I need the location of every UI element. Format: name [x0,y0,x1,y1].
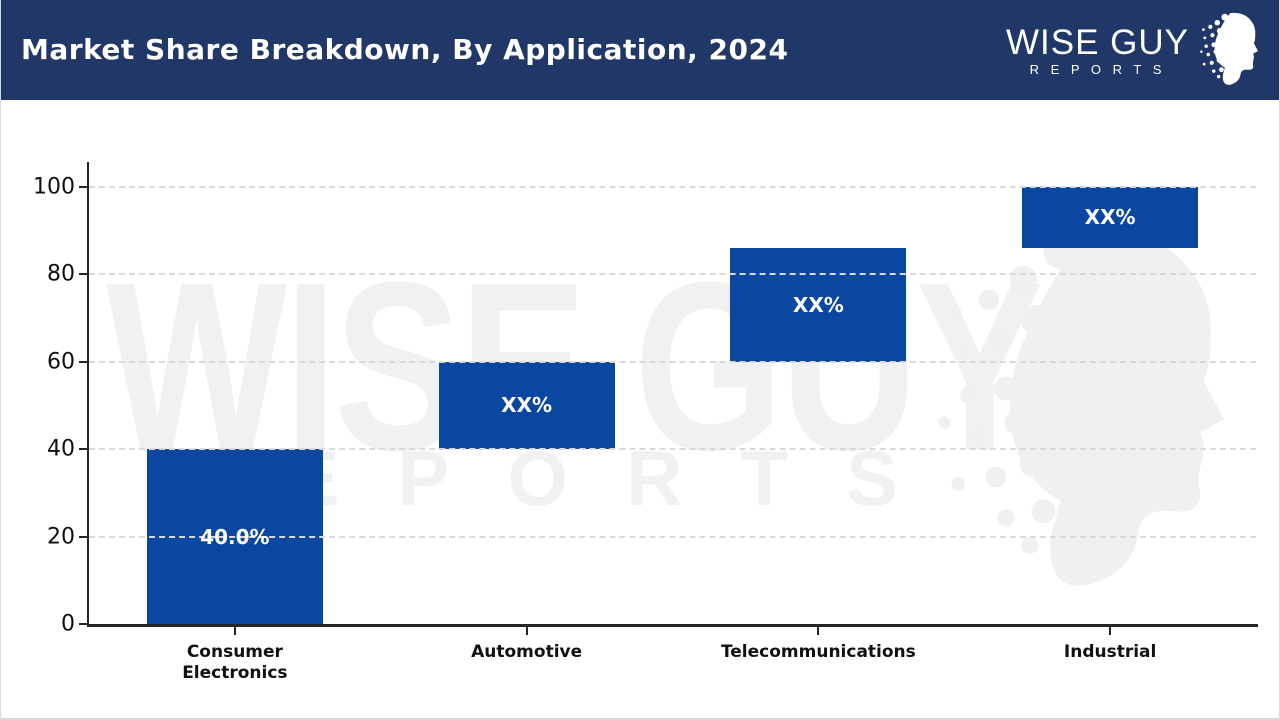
xtick-label-telecommunications: Telecommunications [720,642,916,662]
y-axis-spine [87,162,89,624]
logo-subtitle: R E P O R T S [1029,61,1166,77]
xtick-label-automotive: Automotive [471,642,583,662]
ytick-mark-60 [79,360,87,363]
ytick-mark-80 [79,273,87,275]
bar-label-industrial: XX% [1084,205,1136,230]
ytick-mark-100 [79,185,87,188]
ytick-mark-0 [79,623,87,625]
header: Market Share Breakdown, By Application, … [1,0,1279,100]
ytick-mark-40 [79,448,87,450]
xtick-mark-consumer-electronics [233,627,236,635]
ytick-mark-20 [79,535,87,538]
gridline-60 [89,360,1256,363]
watermark-face-icon [938,230,1225,586]
bar-label-consumer-electronics: 40.0% [200,524,270,549]
logo-name: WISE GUY [1005,22,1189,62]
gridline-100 [89,185,1256,188]
xtick-label-industrial: Industrial [1063,642,1157,662]
xtick-mark-automotive [525,627,528,635]
xtick-label-consumer-electronics: Consumer Electronics [182,642,288,684]
gridline-40 [89,448,1256,450]
xtick-mark-telecommunications [817,627,820,635]
bar-automotive [438,361,615,449]
wiseguy-logo: WISE GUY R E P O R T S [1006,7,1267,93]
gridline-80 [89,273,1256,275]
ytick-label-100: 100 [33,174,75,199]
ytick-label-20: 20 [47,524,75,549]
ytick-label-0: 0 [61,611,75,637]
waterfall-chart: WISE GUY REPORTS 0 20 40 60 80 100 40.0% Consum… [1,100,1279,718]
x-axis-spine [87,624,1258,627]
ytick-label-80: 80 [47,261,75,287]
logo-text: WISE GUY R E P O R T S [1006,25,1189,76]
bar-label-telecommunications: XX% [792,292,844,317]
gridline-20 [89,535,1256,538]
page-title: Market Share Breakdown, By Application, … [21,32,789,66]
bar-telecommunications [730,247,907,362]
ytick-label-60: 60 [47,349,75,374]
logo-face-icon [1200,12,1259,85]
xtick-mark-industrial [1109,627,1112,635]
bar-label-automotive: XX% [501,393,553,418]
ytick-label-40: 40 [47,436,75,462]
bar-industrial [1022,186,1199,248]
